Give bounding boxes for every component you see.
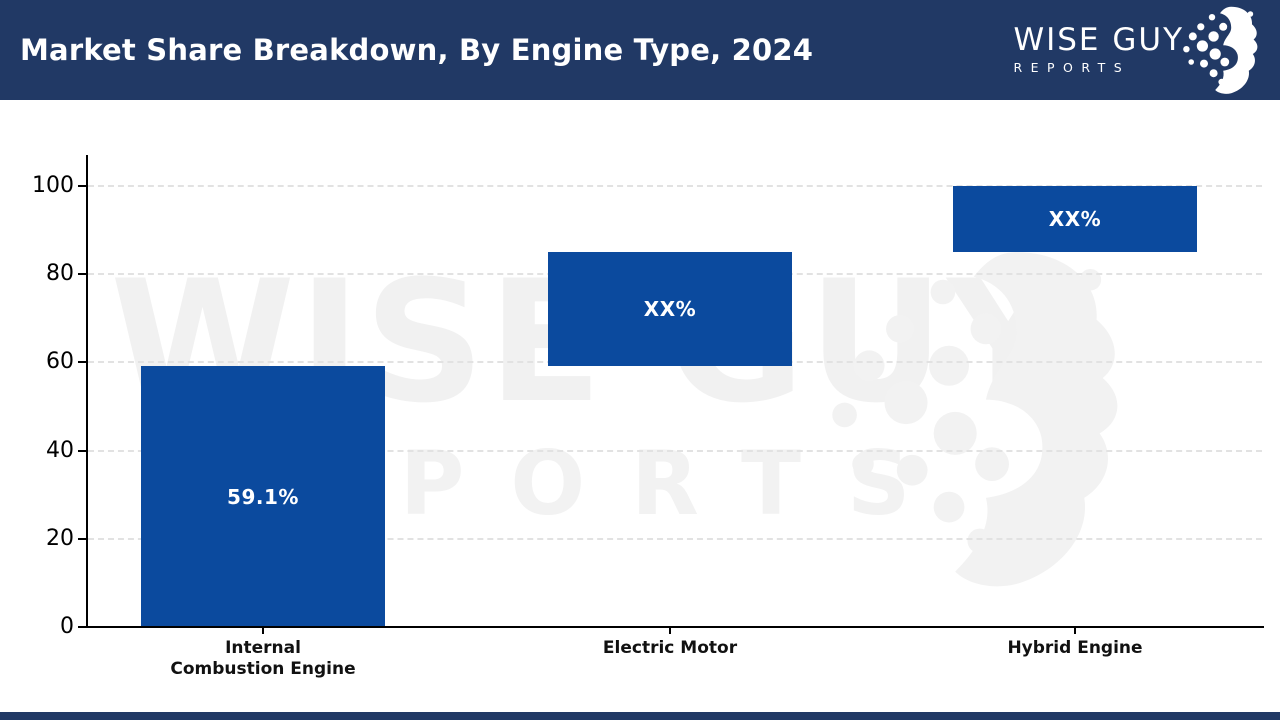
bar-segment: 59.1% [141, 366, 385, 627]
bar-value-label: XX% [643, 297, 697, 322]
x-axis-category-label: Internal Combustion Engine [103, 638, 423, 681]
y-tick-mark [78, 537, 87, 540]
y-tick-label: 20 [46, 525, 74, 551]
x-axis-category-label-line: Internal [225, 638, 301, 658]
y-tick-mark [78, 626, 87, 628]
wise-guy-reports-logo: WISE GUY REPORTS [1013, 4, 1280, 96]
gridline [88, 449, 1262, 452]
y-tick-mark [78, 273, 87, 276]
bar-value-label: XX% [1048, 207, 1102, 232]
x-axis-line [86, 626, 1264, 628]
header-bar: Market Share Breakdown, By Engine Type, … [0, 0, 1280, 100]
dotted-head-logo-icon [1180, 4, 1268, 96]
y-axis-line [86, 155, 88, 628]
logo-brand-subtitle: REPORTS [1013, 60, 1131, 75]
bar-segment: XX% [953, 186, 1197, 253]
y-tick-label: 40 [46, 437, 74, 463]
x-axis-category-label: Hybrid Engine [915, 638, 1235, 659]
logo-text: WISE GUY REPORTS [1013, 22, 1184, 76]
y-tick-mark [78, 449, 87, 452]
page-title: Market Share Breakdown, By Engine Type, … [20, 33, 814, 67]
bar-value-label: 59.1% [227, 484, 299, 509]
x-axis-category-label: Electric Motor [510, 638, 830, 659]
logo-brand-name: WISE GUY [1013, 22, 1184, 58]
x-tick-mark [262, 627, 264, 634]
x-axis-category-label-line: Combustion Engine [170, 659, 356, 680]
y-tick-label: 0 [60, 614, 74, 639]
footer-bar [0, 712, 1280, 720]
gridline [88, 537, 1262, 540]
x-axis-category-label-line: Electric Motor [602, 638, 738, 658]
bar-segment: XX% [548, 252, 792, 367]
x-axis-category-label-line: Hybrid Engine [1007, 638, 1143, 658]
y-tick-mark [78, 361, 87, 364]
y-tick-mark [78, 185, 87, 187]
y-tick-label: 60 [46, 349, 74, 375]
gridline [88, 185, 1262, 187]
x-tick-mark [669, 627, 671, 634]
x-tick-mark [1074, 627, 1076, 634]
watermark-head-icon [820, 220, 1158, 616]
y-tick-label: 100 [32, 173, 74, 198]
y-tick-label: 80 [46, 261, 74, 287]
